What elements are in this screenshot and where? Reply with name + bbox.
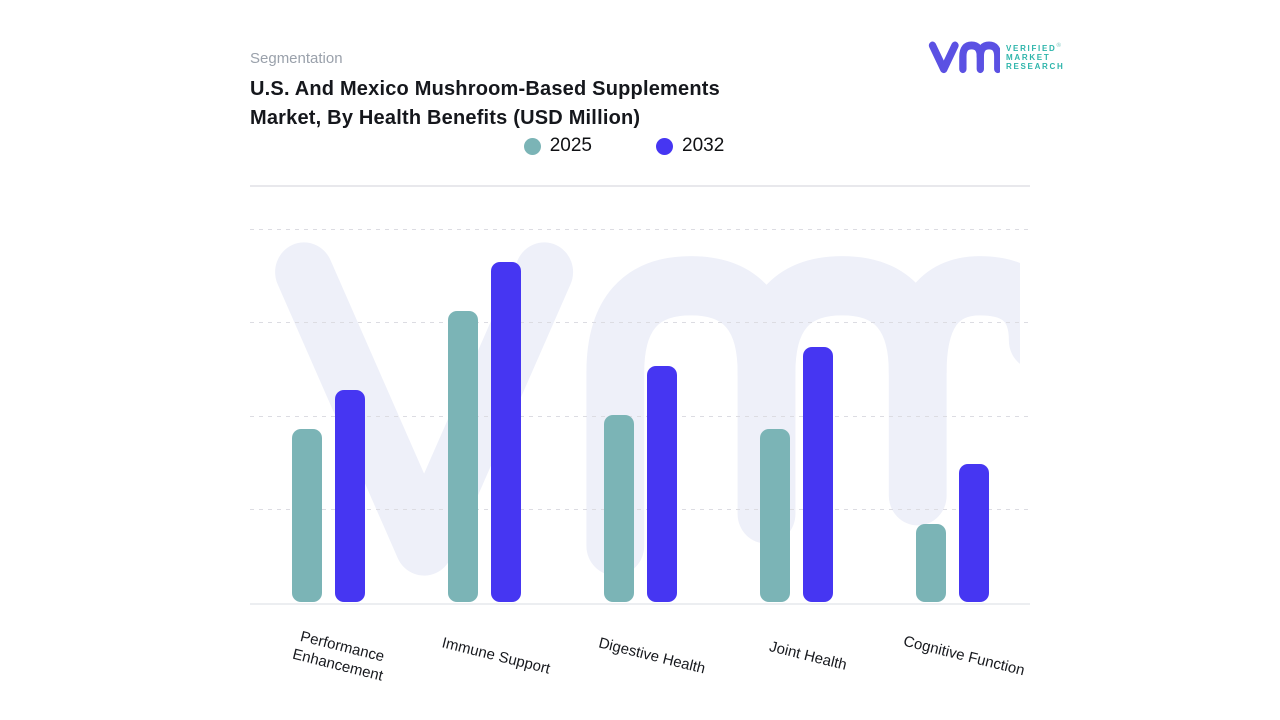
bar-2025-digestive-health: [603, 415, 634, 602]
registered-mark: ®: [1056, 42, 1061, 49]
legend-dot-2032: [656, 137, 673, 155]
bar-group-performance-enhancement: [250, 229, 406, 602]
logo-word-verified: VERIFIED: [1006, 43, 1057, 53]
bar-2032-digestive-health: [646, 366, 677, 602]
legend-label-2032: 2032: [682, 135, 725, 156]
eyebrow-label: Segmentation: [250, 50, 343, 67]
chart-legend: 2025 2032: [234, 134, 1014, 158]
gridline-3: [250, 322, 1030, 323]
legend-item-2025: 2025: [523, 135, 592, 157]
chart-title: U.S. And Mexico Mushroom-Based Supplemen…: [250, 75, 720, 133]
x-axis-labels: Performance Enhancement Immune Support Dig…: [250, 602, 1030, 717]
gridline-4: [250, 229, 1030, 230]
bar-group-digestive-health: [562, 229, 718, 602]
bar-2025-joint-health: [759, 429, 790, 602]
bars-row: [250, 229, 1030, 602]
plot-area: [250, 229, 1030, 605]
vm-monogram-icon: [928, 41, 1000, 74]
gridline-2: [250, 416, 1030, 417]
x-label-digestive-health: Digestive Health: [596, 634, 708, 678]
legend-label-2025: 2025: [549, 135, 592, 156]
bar-2025-performance-enhancement: [291, 429, 322, 602]
gridline-1: [250, 509, 1030, 510]
bar-2032-immune-support: [490, 262, 521, 602]
x-label-immune-support: Immune Support: [440, 634, 552, 678]
chart-title-line2: Market, By Health Benefits (USD Million): [250, 107, 641, 129]
bar-group-cognitive-function: [874, 229, 1030, 602]
vmr-logo-text: VERIFIED® MARKET RESEARCH: [1006, 42, 1065, 71]
bar-2032-performance-enhancement: [334, 390, 365, 602]
bar-2032-joint-health: [802, 347, 833, 602]
x-label-performance-enhancement: Performance Enhancement: [290, 628, 387, 685]
x-label-joint-health: Joint Health: [767, 638, 849, 674]
bar-group-immune-support: [406, 229, 562, 602]
legend-dot-2025: [523, 137, 541, 155]
bar-group-joint-health: [718, 229, 874, 602]
bar-2025-immune-support: [447, 311, 478, 602]
legend-item-2032: 2032: [656, 135, 724, 157]
x-label-cognitive-function: Cognitive Function: [901, 632, 1027, 680]
logo-word-market: MARKET: [1006, 52, 1051, 62]
vmr-logo: VERIFIED® MARKET RESEARCH: [928, 40, 1065, 74]
header-separator-line: [250, 185, 1030, 187]
bar-2025-cognitive-function: [915, 524, 946, 602]
logo-word-research: RESEARCH: [1006, 61, 1065, 71]
chart-title-line1: U.S. And Mexico Mushroom-Based Supplemen…: [250, 78, 720, 100]
x-axis-line: [250, 603, 1030, 605]
bar-2032-cognitive-function: [958, 464, 989, 602]
